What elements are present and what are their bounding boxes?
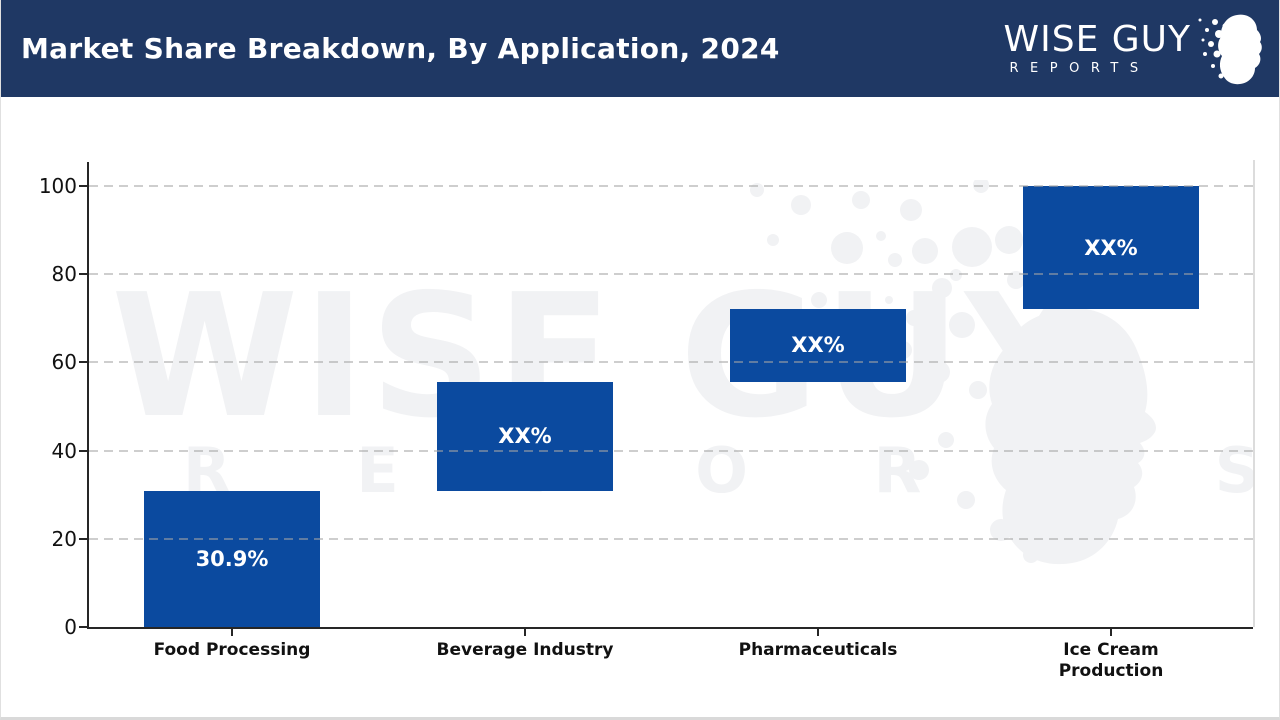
x-category-label-2: Pharmaceuticals bbox=[738, 640, 898, 660]
brand-subtitle: REPORTS bbox=[1009, 60, 1150, 76]
y-tick-label-0: 0 bbox=[64, 615, 77, 639]
bar-3 bbox=[1023, 186, 1199, 310]
y-tick-label-40: 40 bbox=[51, 438, 77, 463]
brand-logo: WISE GUY REPORTS bbox=[1004, 6, 1268, 90]
y-tick-mark-40 bbox=[79, 449, 87, 452]
gridline-40 bbox=[89, 449, 1253, 452]
brand-face-icon bbox=[1198, 14, 1262, 85]
x-tick-mark-2 bbox=[817, 629, 819, 636]
plot-right-spine bbox=[1253, 160, 1255, 627]
x-category-label-3: Ice Cream Production bbox=[1058, 640, 1164, 682]
bar-value-label-3: XX% bbox=[1084, 235, 1138, 260]
y-tick-label-80: 80 bbox=[51, 262, 77, 287]
y-tick-mark-80 bbox=[79, 273, 87, 276]
x-category-label-0: Food Processing bbox=[153, 640, 311, 660]
bar-value-label-0: 30.9% bbox=[195, 546, 269, 571]
bar-value-label-2: XX% bbox=[791, 333, 845, 358]
x-axis-line bbox=[87, 627, 1253, 629]
y-tick-mark-20 bbox=[79, 537, 87, 540]
x-tick-mark-0 bbox=[231, 629, 233, 636]
bar-2 bbox=[730, 309, 906, 382]
x-tick-mark-3 bbox=[1110, 629, 1112, 636]
gridline-80 bbox=[89, 273, 1253, 276]
brand-name: WISE GUY bbox=[1003, 19, 1191, 61]
gridline-100 bbox=[89, 185, 1253, 187]
bar-1 bbox=[437, 381, 613, 491]
brand-logo-text: WISE GUY REPORTS bbox=[1004, 20, 1192, 76]
x-tick-mark-1 bbox=[524, 629, 526, 636]
y-tick-mark-60 bbox=[79, 361, 87, 364]
y-tick-label-60: 60 bbox=[51, 350, 77, 375]
y-axis-line bbox=[87, 162, 89, 629]
gridline-60 bbox=[89, 361, 1253, 364]
y-tick-mark-0 bbox=[79, 626, 87, 628]
gridline-20 bbox=[89, 537, 1253, 540]
header-bar: Market Share Breakdown, By Application, … bbox=[1, 0, 1279, 97]
x-category-label-1: Beverage Industry bbox=[436, 640, 614, 660]
y-tick-mark-100 bbox=[79, 185, 87, 187]
y-tick-label-100: 100 bbox=[38, 174, 77, 198]
y-tick-label-20: 20 bbox=[51, 526, 77, 551]
chart-title: Market Share Breakdown, By Application, … bbox=[21, 32, 780, 65]
bar-value-label-1: XX% bbox=[498, 424, 552, 449]
bar-0 bbox=[144, 490, 320, 627]
